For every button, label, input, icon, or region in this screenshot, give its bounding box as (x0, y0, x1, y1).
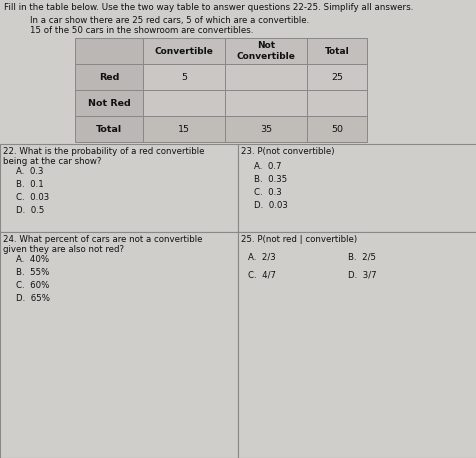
Bar (143, 116, 225, 142)
Bar (225, 116, 307, 142)
Bar (225, 90, 307, 116)
Text: 35: 35 (259, 125, 271, 133)
Text: B.  0.35: B. 0.35 (253, 175, 287, 184)
Bar (307, 90, 366, 116)
Text: A.  0.3: A. 0.3 (16, 167, 43, 176)
Bar (0, 232, 238, 458)
Text: 15: 15 (178, 125, 189, 133)
Text: Convertible: Convertible (154, 47, 213, 55)
Text: 24. What percent of cars are not a convertible
given they are also not red?: 24. What percent of cars are not a conve… (3, 235, 202, 254)
Text: Total: Total (96, 125, 122, 133)
Text: A.  0.7: A. 0.7 (253, 162, 281, 171)
Text: B.  55%: B. 55% (16, 268, 50, 277)
Text: 50: 50 (330, 125, 342, 133)
Text: C.  60%: C. 60% (16, 281, 50, 290)
Text: C.  4/7: C. 4/7 (248, 270, 276, 279)
Text: Not Red: Not Red (88, 98, 130, 108)
Bar (238, 144, 476, 232)
Text: D.  3/7: D. 3/7 (347, 270, 376, 279)
Bar (75, 38, 143, 64)
Text: In a car show there are 25 red cars, 5 of which are a convertible.: In a car show there are 25 red cars, 5 o… (30, 16, 308, 25)
Bar (75, 64, 143, 90)
Bar (225, 38, 307, 64)
Bar (143, 90, 225, 116)
Text: A.  40%: A. 40% (16, 255, 49, 264)
Bar (143, 38, 225, 64)
Text: D.  0.03: D. 0.03 (253, 201, 288, 210)
Text: 22. What is the probability of a red convertible
being at the car show?: 22. What is the probability of a red con… (3, 147, 204, 166)
Text: 25. P(not red | convertible): 25. P(not red | convertible) (240, 235, 357, 244)
Text: C.  0.03: C. 0.03 (16, 193, 49, 202)
Text: Total: Total (324, 47, 348, 55)
Text: C.  0.3: C. 0.3 (253, 188, 281, 197)
Bar (238, 232, 476, 458)
Text: Red: Red (99, 72, 119, 82)
Text: B.  2/5: B. 2/5 (347, 252, 375, 261)
Text: 25: 25 (330, 72, 342, 82)
Text: Fill in the table below. Use the two way table to answer questions 22-25. Simpli: Fill in the table below. Use the two way… (4, 3, 413, 12)
Bar (225, 64, 307, 90)
Text: D.  0.5: D. 0.5 (16, 206, 44, 215)
Text: B.  0.1: B. 0.1 (16, 180, 44, 189)
Bar (0, 144, 238, 232)
Bar (307, 116, 366, 142)
Text: Not
Convertible: Not Convertible (236, 41, 295, 61)
Text: A.  2/3: A. 2/3 (248, 252, 275, 261)
Text: 15 of the 50 cars in the showroom are convertibles.: 15 of the 50 cars in the showroom are co… (30, 26, 253, 35)
Bar (307, 64, 366, 90)
Text: 23. P(not convertible): 23. P(not convertible) (240, 147, 334, 156)
Bar (307, 38, 366, 64)
Text: 5: 5 (180, 72, 187, 82)
Bar (75, 116, 143, 142)
Bar (75, 90, 143, 116)
Bar (143, 64, 225, 90)
Text: D.  65%: D. 65% (16, 294, 50, 303)
